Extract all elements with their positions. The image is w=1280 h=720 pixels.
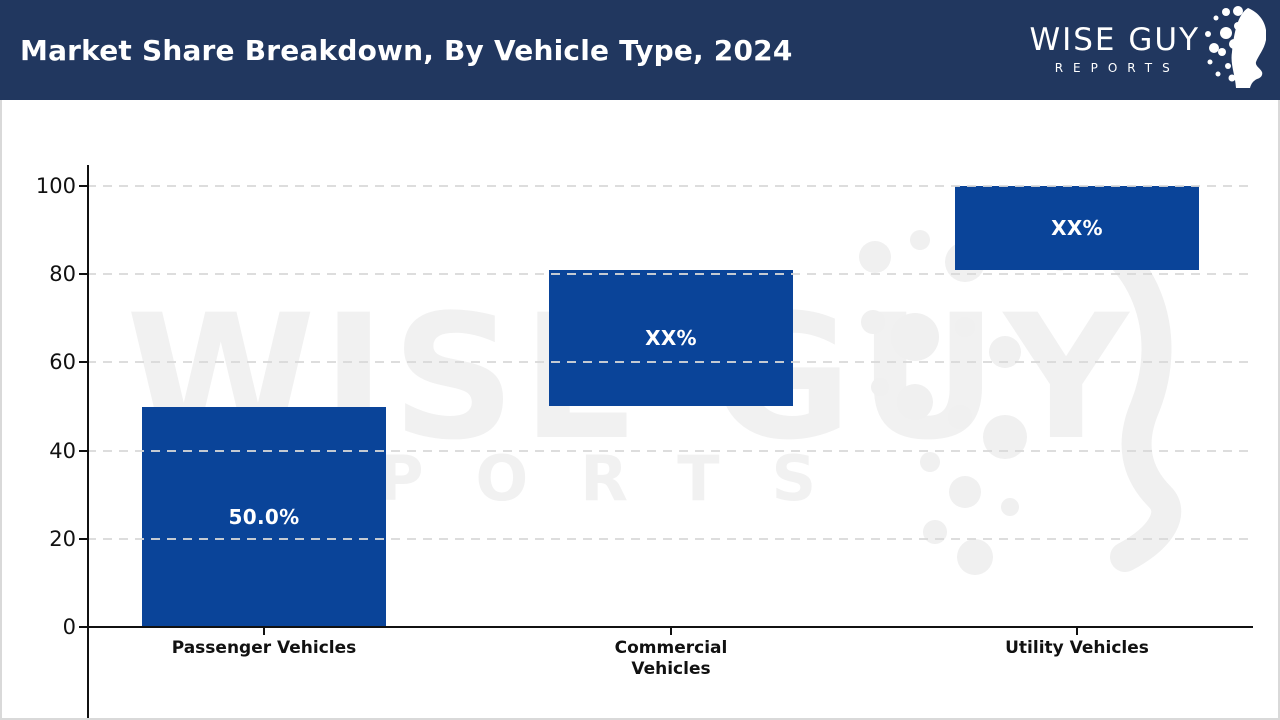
y-tick [79,361,87,364]
x-tick [1076,628,1078,635]
y-tick [79,273,87,276]
dotted-face-profile-icon [1202,6,1267,94]
y-tick [79,449,87,452]
bar-value-label: 50.0% [228,504,300,529]
y-tick-label: 40 [49,438,76,463]
y-axis-line [87,165,89,720]
bar-segment: XX% [549,269,793,407]
y-tick [79,537,87,540]
logo-wordmark: WISE GUY [1029,22,1200,58]
y-tick-label: 80 [49,262,76,287]
x-category-label: Passenger Vehicles [171,638,357,658]
x-tick [263,628,265,635]
x-category-label: Commercial Vehicles [614,638,728,680]
header: Market Share Breakdown, By Vehicle Type,… [0,0,1280,100]
bar-value-label: XX% [1051,215,1103,240]
logo-reports-label: REPORTS [1054,61,1180,75]
panel-border-left [0,100,2,720]
y-tick-label: 60 [49,350,76,375]
panel-border-bottom [0,718,1280,720]
gridline [87,449,1253,452]
panel-border-right [1278,100,1280,720]
gridline [87,273,1253,276]
logo-text: WISE GUY REPORTS [1029,22,1200,76]
wise-guy-logo: WISE GUY REPORTS [1029,6,1267,94]
chart-plot-area: 0 20 40 60 80 100 50.0% Passenger Vehicles XX% Co… [0,100,1280,720]
y-tick-label: 100 [35,174,76,198]
y-tick [79,626,87,628]
y-tick-label: 20 [49,526,76,551]
bar-segment: 50.0% [142,406,386,627]
x-category-label: Utility Vehicles [1005,638,1149,658]
gridline [87,361,1253,364]
y-tick-label: 0 [62,615,76,639]
x-axis-line [87,626,1253,628]
bar-segment: XX% [955,186,1199,270]
gridline [87,537,1253,540]
bar-value-label: XX% [645,326,697,351]
page-title: Market Share Breakdown, By Vehicle Type,… [20,33,793,67]
gridline [87,185,1253,187]
x-tick [670,628,672,635]
y-tick [79,185,87,187]
